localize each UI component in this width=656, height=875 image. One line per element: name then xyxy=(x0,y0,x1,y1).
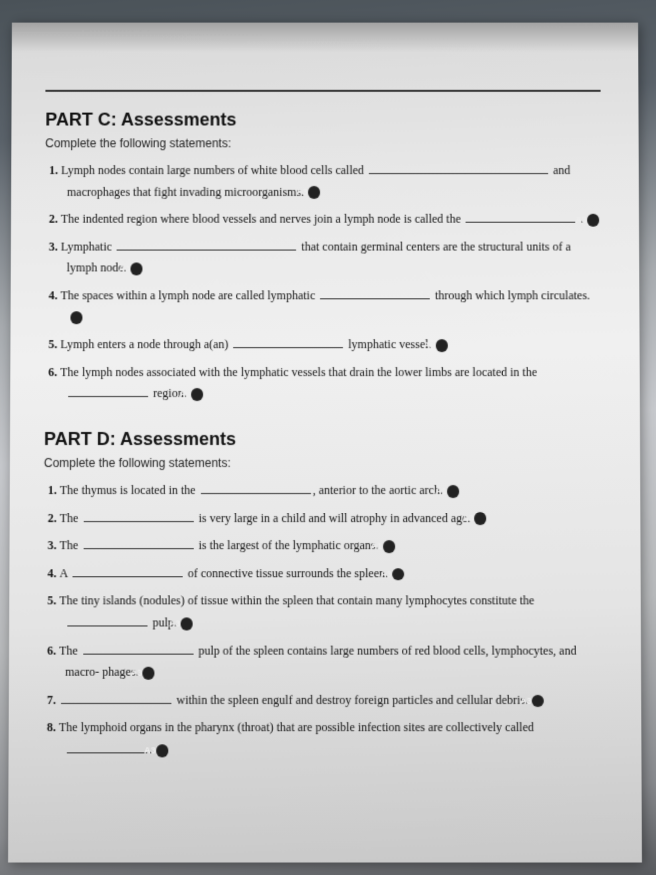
item-number: 2. xyxy=(48,511,60,525)
part-c-item: 1. Lymph nodes contain large numbers of … xyxy=(49,160,601,203)
item-text-post: lymphatic vessel. xyxy=(345,337,431,351)
item-text-pre: A xyxy=(59,566,70,580)
item-number: 3. xyxy=(49,239,61,253)
item-number: 8. xyxy=(47,720,59,734)
item-number: 1. xyxy=(48,483,60,497)
answer-badge: A3 xyxy=(130,263,142,276)
item-text-pre: The thymus is located in the xyxy=(60,483,199,497)
part-d-list: 1. The thymus is located in the , anteri… xyxy=(43,480,604,761)
fill-blank[interactable] xyxy=(67,742,147,753)
item-text-post: within the spleen engulf and destroy for… xyxy=(173,693,528,707)
item-text-pre: The lymph nodes associated with the lymp… xyxy=(60,365,537,379)
part-d-item: 1. The thymus is located in the , anteri… xyxy=(48,480,602,502)
item-number: 5. xyxy=(47,594,59,608)
part-d-item: 5. The tiny islands (nodules) of tissue … xyxy=(47,591,603,634)
item-number: 5. xyxy=(48,337,60,351)
item-number: 4. xyxy=(49,288,61,302)
fill-blank[interactable] xyxy=(83,643,193,654)
item-number: 3. xyxy=(48,538,60,552)
item-text-post: , anterior to the aortic arch. xyxy=(313,483,443,497)
top-rule xyxy=(45,90,600,92)
part-c-list: 1. Lymph nodes contain large numbers of … xyxy=(44,160,602,405)
item-text-pre: The xyxy=(60,511,82,525)
fill-blank[interactable] xyxy=(369,163,548,174)
answer-badge: A3 xyxy=(156,744,168,757)
answer-badge: A3 xyxy=(392,568,404,581)
item-text-post: through which lymph circulates. xyxy=(432,288,590,302)
item-text-pre: The spaces within a lymph node are calle… xyxy=(61,288,319,302)
part-d-item: 4. A of connective tissue surrounds the … xyxy=(47,563,602,585)
answer-badge: A1 xyxy=(191,388,203,401)
part-d-heading: PART D: Assessments xyxy=(44,429,602,450)
answer-badge: A3 xyxy=(143,667,155,680)
fill-blank[interactable] xyxy=(83,538,193,549)
item-text-pre: Lymph nodes contain large numbers of whi… xyxy=(61,163,367,177)
answer-badge: A3 xyxy=(435,339,447,352)
answer-badge: A3 xyxy=(587,214,599,227)
part-d-item: 2. The is very large in a child and will… xyxy=(48,508,603,530)
fill-blank[interactable] xyxy=(68,387,148,398)
item-text-pre: The xyxy=(59,643,81,657)
answer-badge: A3 xyxy=(475,512,487,525)
fill-blank[interactable] xyxy=(117,240,297,251)
part-d-instruction: Complete the following statements: xyxy=(44,456,602,470)
part-c-instruction: Complete the following statements: xyxy=(45,136,601,150)
item-number: 6. xyxy=(47,643,59,657)
part-d-item: 3. The is the largest of the lymphatic o… xyxy=(48,535,603,557)
part-c-heading: PART C: Assessments xyxy=(45,110,600,131)
item-number: 6. xyxy=(48,365,60,379)
answer-badge: A1 xyxy=(383,540,395,553)
part-d-item: 6. The pulp of the spleen contains large… xyxy=(47,640,603,683)
fill-blank[interactable] xyxy=(233,338,343,349)
item-number: 7. xyxy=(47,693,59,707)
answer-badge: A3 xyxy=(70,312,82,325)
item-number: 2. xyxy=(49,212,61,226)
fill-blank[interactable] xyxy=(61,693,171,704)
item-text-post: of connective tissue surrounds the splee… xyxy=(185,566,388,580)
answer-badge: A1 xyxy=(447,485,459,498)
fill-blank[interactable] xyxy=(67,616,147,627)
spiral-shadow xyxy=(12,23,638,53)
item-text-post: is the largest of the lymphatic organs. xyxy=(195,538,378,552)
answer-badge: A3 xyxy=(181,617,193,630)
part-c-item: 6. The lymph nodes associated with the l… xyxy=(48,362,602,405)
part-c-item: 5. Lymph enters a node through a(an) lym… xyxy=(48,334,601,356)
part-d-item: 7. within the spleen engulf and destroy … xyxy=(47,690,603,712)
item-text-pre: The indented region where blood vessels … xyxy=(61,212,464,226)
item-text-post: is very large in a child and will atroph… xyxy=(195,511,470,525)
part-c-item: 4. The spaces within a lymph node are ca… xyxy=(48,285,601,328)
item-text-pre: Lymphatic xyxy=(61,239,115,253)
item-text-pre: The xyxy=(60,538,82,552)
fill-blank[interactable] xyxy=(320,289,430,300)
part-c-item: 3. Lymphatic that contain germinal cente… xyxy=(49,236,602,279)
answer-badge: A3 xyxy=(532,694,544,707)
fill-blank[interactable] xyxy=(73,566,183,577)
item-number: 4. xyxy=(47,566,59,580)
item-number: 1. xyxy=(49,163,61,177)
part-c-item: 2. The indented region where blood vesse… xyxy=(49,209,601,230)
item-text-pre: The tiny islands (nodules) of tissue wit… xyxy=(59,594,534,608)
fill-blank[interactable] xyxy=(201,483,311,494)
answer-badge: A3 xyxy=(308,186,320,199)
fill-blank[interactable] xyxy=(466,212,576,223)
part-d-item: 8. The lymphoid organs in the pharynx (t… xyxy=(47,717,604,761)
item-text-pre: The lymphoid organs in the pharynx (thro… xyxy=(59,720,534,734)
worksheet-page: PART C: Assessments Complete the followi… xyxy=(8,23,642,863)
fill-blank[interactable] xyxy=(83,511,193,522)
item-text-pre: Lymph enters a node through a(an) xyxy=(60,337,231,351)
